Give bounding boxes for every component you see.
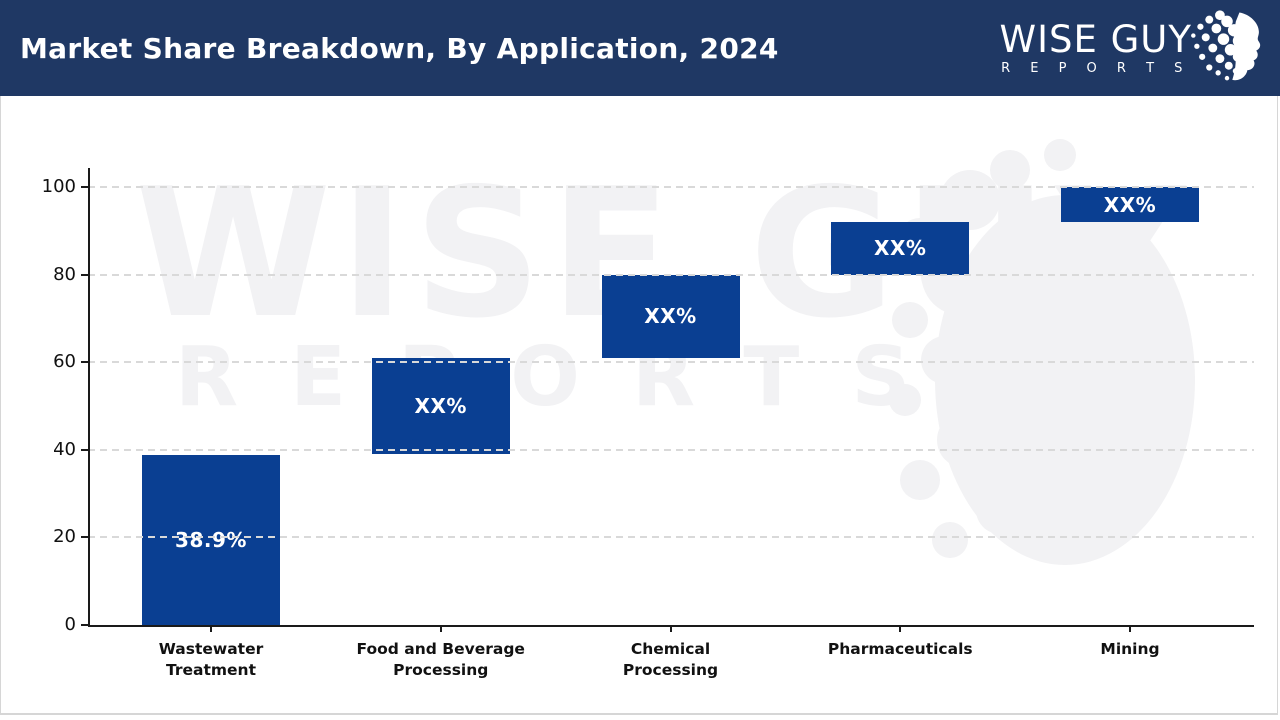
bar-value-label: XX%	[644, 304, 697, 329]
y-tick-label: 20	[53, 526, 76, 548]
logo-wiseguy-text: WISE GUY	[999, 18, 1192, 61]
bar-segment: XX%	[601, 274, 740, 358]
y-tick-mark	[81, 361, 88, 364]
gridline-100	[88, 186, 1254, 188]
x-tick-mark	[439, 625, 442, 632]
category-label: Wastewater Treatment	[158, 640, 264, 679]
bar-segment: XX%	[371, 357, 510, 455]
y-tick-mark	[81, 273, 88, 276]
gridline-40	[88, 448, 1254, 451]
x-tick-mark	[1129, 625, 1131, 632]
x-tick-mark	[210, 625, 212, 632]
y-tick-mark	[81, 448, 88, 451]
category-label: Chemical Processing	[622, 640, 719, 679]
wise-guy-face-icon	[1191, 10, 1261, 81]
x-tick-mark	[899, 625, 902, 632]
y-tick-label: 80	[53, 263, 76, 285]
logo-reports-text: R E P O R T S	[1001, 61, 1191, 76]
y-tick-label: 100	[41, 176, 76, 197]
bar-value-label: XX%	[874, 236, 927, 261]
y-tick-label: 0	[64, 614, 76, 635]
category-label: Pharmaceuticals	[827, 640, 973, 658]
gridline-20	[88, 536, 1254, 539]
wise-guy-logo: WISE GUY R E P O R T S	[1000, 8, 1266, 88]
bar-segment: XX%	[1061, 187, 1199, 223]
x-axis-spine	[88, 625, 1254, 627]
bar-segment: XX%	[831, 222, 970, 275]
bar-value-label: XX%	[414, 393, 467, 418]
y-axis-spine	[88, 168, 90, 627]
y-tick-label: 60	[53, 351, 76, 373]
bar-value-label: XX%	[1103, 192, 1157, 217]
y-tick-mark	[81, 186, 88, 188]
gridline-60	[88, 361, 1254, 364]
y-tick-mark	[81, 536, 88, 539]
category-label: Mining	[1100, 640, 1160, 658]
y-tick-mark	[81, 624, 88, 626]
watermark-face	[889, 139, 1195, 565]
page-title: Market Share Breakdown, By Application, …	[20, 31, 779, 65]
y-tick-label: 40	[53, 438, 76, 460]
watermark-reports: REPORTS	[175, 330, 963, 425]
header-bar: Market Share Breakdown, By Application, …	[0, 0, 1280, 96]
wise-guy-wordmark: WISE GUY R E P O R T S	[999, 18, 1192, 77]
gridline-80	[88, 273, 1254, 276]
bar-segment: 38.9%	[142, 454, 280, 625]
category-label: Food and Beverage Processing	[356, 640, 525, 679]
bar-value-label: 38.9%	[175, 527, 247, 552]
x-tick-mark	[669, 625, 672, 632]
